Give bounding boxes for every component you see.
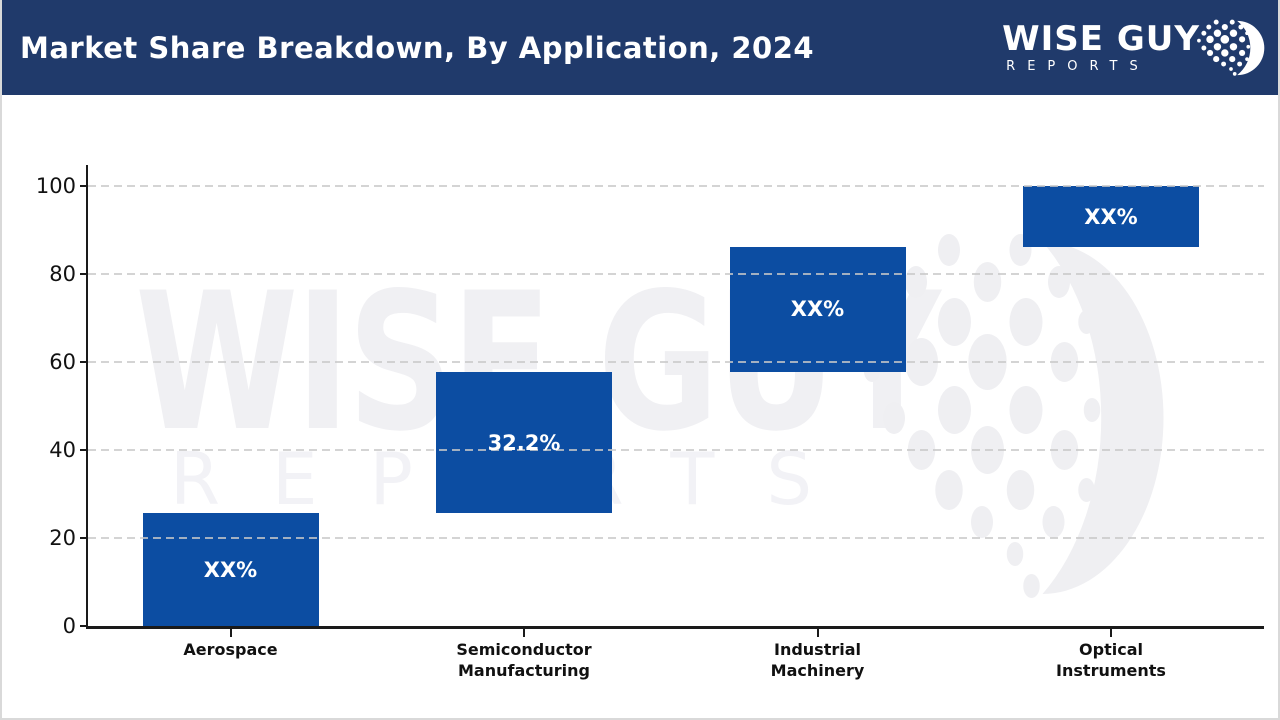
bar-segment (142, 513, 319, 626)
y-tick-label: 80 (49, 262, 76, 287)
page-title: Market Share Breakdown, By Application, … (20, 30, 815, 65)
x-axis-line (86, 626, 1264, 629)
logo-wordmark: WISE GUY REPORTS (1002, 18, 1200, 75)
x-tick-mark (523, 629, 525, 637)
x-tick-mark (816, 629, 819, 637)
x-category-label: Aerospace (183, 640, 278, 659)
y-gridline (88, 537, 1264, 540)
bar-segment (729, 247, 906, 372)
y-gridline (88, 449, 1264, 452)
y-tick-mark (80, 185, 88, 188)
logo-face-icon (1197, 19, 1265, 76)
bar-value-label: XX% (1084, 204, 1138, 229)
y-tick-label: 20 (49, 526, 76, 551)
y-tick-label: 40 (49, 438, 76, 463)
x-tick-mark (229, 629, 232, 637)
y-tick-mark (80, 361, 88, 364)
bar-segment (1023, 186, 1199, 248)
x-category-label: Industrial Machinery (770, 640, 865, 680)
x-category-label: Optical Instruments (1056, 640, 1166, 680)
x-tick-mark (1110, 629, 1112, 637)
y-tick-label: 0 (62, 614, 76, 638)
y-tick-label: 100 (35, 174, 76, 199)
header: Market Share Breakdown, By Application, … (0, 0, 1280, 95)
y-tick-mark (80, 273, 88, 276)
y-gridline (88, 185, 1264, 188)
bar-value-label: XX% (790, 297, 845, 322)
y-tick-mark (80, 537, 88, 540)
bar-value-label: 32.2% (487, 430, 561, 455)
logo-wordmark-line2: REPORTS (1006, 59, 1150, 75)
y-axis-line (86, 165, 88, 629)
bar-segment (436, 371, 612, 514)
bar-value-label: XX% (203, 557, 258, 582)
logo-wordmark-line1: WISE GUY (1002, 18, 1200, 59)
y-gridline (88, 361, 1264, 364)
brand-logo: WISE GUY REPORTS (1002, 6, 1268, 90)
y-gridline (88, 273, 1264, 276)
y-tick-label: 60 (49, 350, 76, 375)
x-category-label: Semiconductor Manufacturing (456, 640, 592, 680)
y-tick-mark (80, 625, 88, 627)
y-tick-mark (80, 449, 88, 452)
